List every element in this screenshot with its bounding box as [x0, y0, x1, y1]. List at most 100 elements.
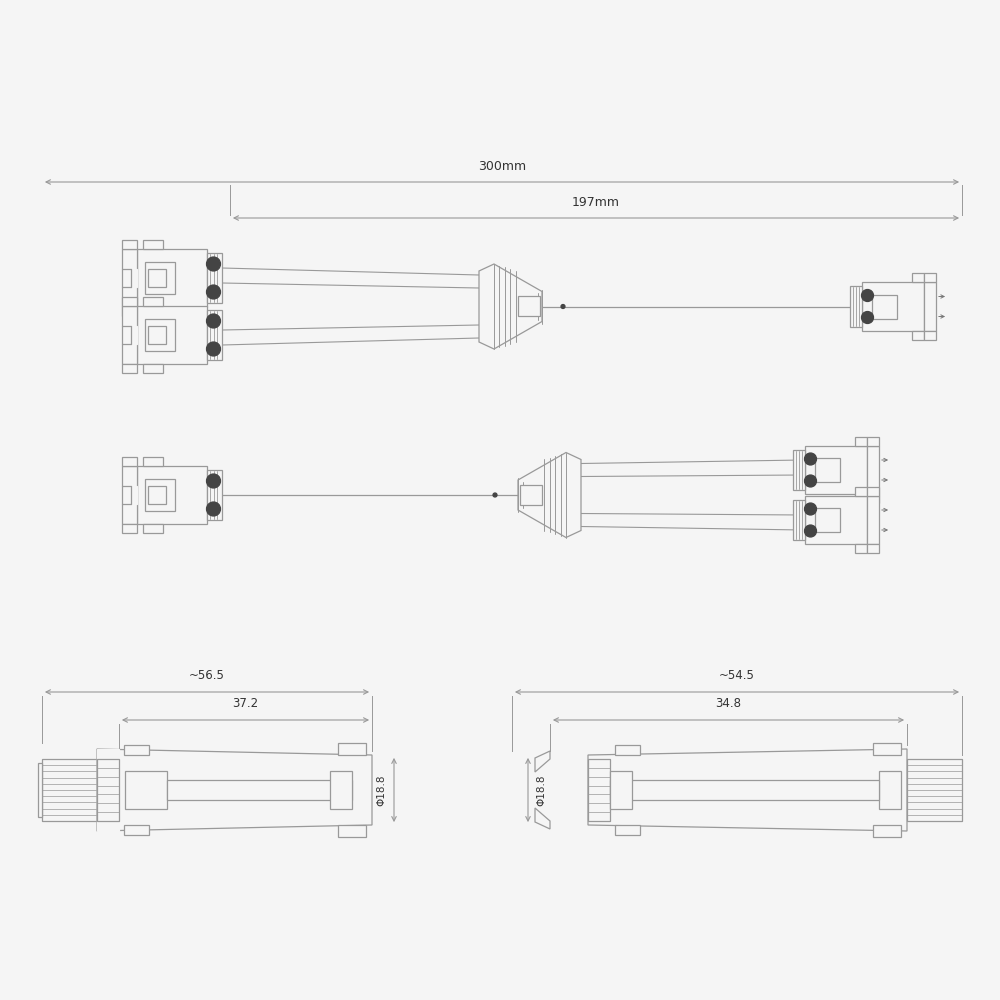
Bar	[518, 296, 540, 316]
Bar	[131, 326, 137, 344]
Polygon shape	[588, 749, 907, 831]
Text: 300mm: 300mm	[478, 160, 526, 173]
Bar	[122, 457, 137, 466]
Bar	[873, 743, 901, 755]
Ellipse shape	[804, 475, 816, 487]
Bar	[143, 364, 163, 373]
Ellipse shape	[207, 502, 221, 516]
Bar	[805, 496, 867, 544]
Bar	[615, 745, 640, 755]
Bar	[207, 253, 222, 303]
Bar	[122, 307, 137, 316]
Bar	[122, 240, 137, 249]
Bar	[97, 749, 119, 831]
Bar	[588, 759, 610, 821]
Bar	[207, 310, 222, 360]
Bar	[338, 825, 366, 837]
Bar	[143, 297, 163, 306]
Ellipse shape	[207, 474, 221, 488]
Bar	[148, 269, 166, 287]
Bar	[855, 487, 867, 496]
Text: 197mm: 197mm	[572, 196, 620, 209]
Bar	[867, 494, 879, 503]
Text: 37.2: 37.2	[232, 697, 259, 710]
Bar	[872, 294, 897, 318]
Polygon shape	[535, 808, 550, 829]
Bar	[862, 282, 924, 330]
Bar	[924, 273, 936, 282]
Bar	[122, 306, 137, 364]
Bar	[912, 273, 924, 282]
Bar	[867, 496, 879, 544]
Ellipse shape	[207, 314, 221, 328]
Bar	[924, 330, 936, 340]
Ellipse shape	[861, 312, 874, 324]
Bar	[145, 262, 175, 294]
Bar	[97, 759, 119, 821]
Ellipse shape	[493, 493, 497, 497]
Bar	[867, 487, 879, 496]
Bar	[148, 486, 166, 504]
Bar	[143, 457, 163, 466]
Bar	[143, 524, 163, 533]
Bar	[143, 307, 163, 316]
Ellipse shape	[207, 342, 221, 356]
Bar	[924, 282, 936, 330]
Bar	[330, 771, 352, 809]
Bar	[122, 364, 137, 373]
Bar	[137, 249, 207, 307]
Ellipse shape	[804, 525, 816, 537]
Text: ~54.5: ~54.5	[719, 669, 755, 682]
Bar	[124, 825, 149, 835]
Bar	[867, 544, 879, 553]
Bar	[879, 771, 901, 809]
Bar	[122, 297, 137, 306]
Bar	[815, 458, 840, 482]
Bar	[207, 470, 222, 520]
Ellipse shape	[804, 453, 816, 465]
Bar	[167, 780, 352, 800]
Ellipse shape	[207, 285, 221, 299]
Bar	[145, 319, 175, 351]
Bar	[42, 759, 97, 821]
Polygon shape	[97, 749, 372, 831]
Bar	[122, 466, 137, 524]
Bar	[145, 479, 175, 511]
Bar	[855, 494, 867, 503]
Polygon shape	[479, 264, 542, 349]
Bar	[338, 743, 366, 755]
Bar	[610, 771, 632, 809]
Ellipse shape	[804, 503, 816, 515]
Bar	[148, 326, 166, 344]
Bar	[815, 508, 840, 532]
Bar	[912, 330, 924, 340]
Bar	[867, 446, 879, 494]
Bar	[615, 825, 640, 835]
Polygon shape	[535, 751, 550, 772]
Bar	[855, 544, 867, 553]
Bar	[137, 306, 207, 364]
Bar	[137, 466, 207, 524]
Bar	[131, 269, 137, 287]
Bar	[805, 446, 867, 494]
Bar	[122, 524, 137, 533]
Bar	[520, 485, 542, 505]
Bar	[143, 240, 163, 249]
Bar	[867, 437, 879, 446]
Ellipse shape	[207, 257, 221, 271]
Text: Φ18.8: Φ18.8	[536, 774, 546, 806]
Bar	[131, 486, 137, 504]
Text: ~56.5: ~56.5	[189, 669, 225, 682]
Bar	[38, 763, 42, 817]
Polygon shape	[518, 452, 581, 538]
Text: 34.8: 34.8	[715, 697, 741, 710]
Bar	[610, 780, 879, 800]
Ellipse shape	[561, 304, 565, 308]
Bar	[124, 745, 149, 755]
Bar	[907, 759, 962, 821]
Bar	[850, 286, 862, 326]
Bar	[125, 771, 167, 809]
Ellipse shape	[861, 289, 874, 302]
Bar	[873, 825, 901, 837]
Bar	[793, 450, 805, 490]
